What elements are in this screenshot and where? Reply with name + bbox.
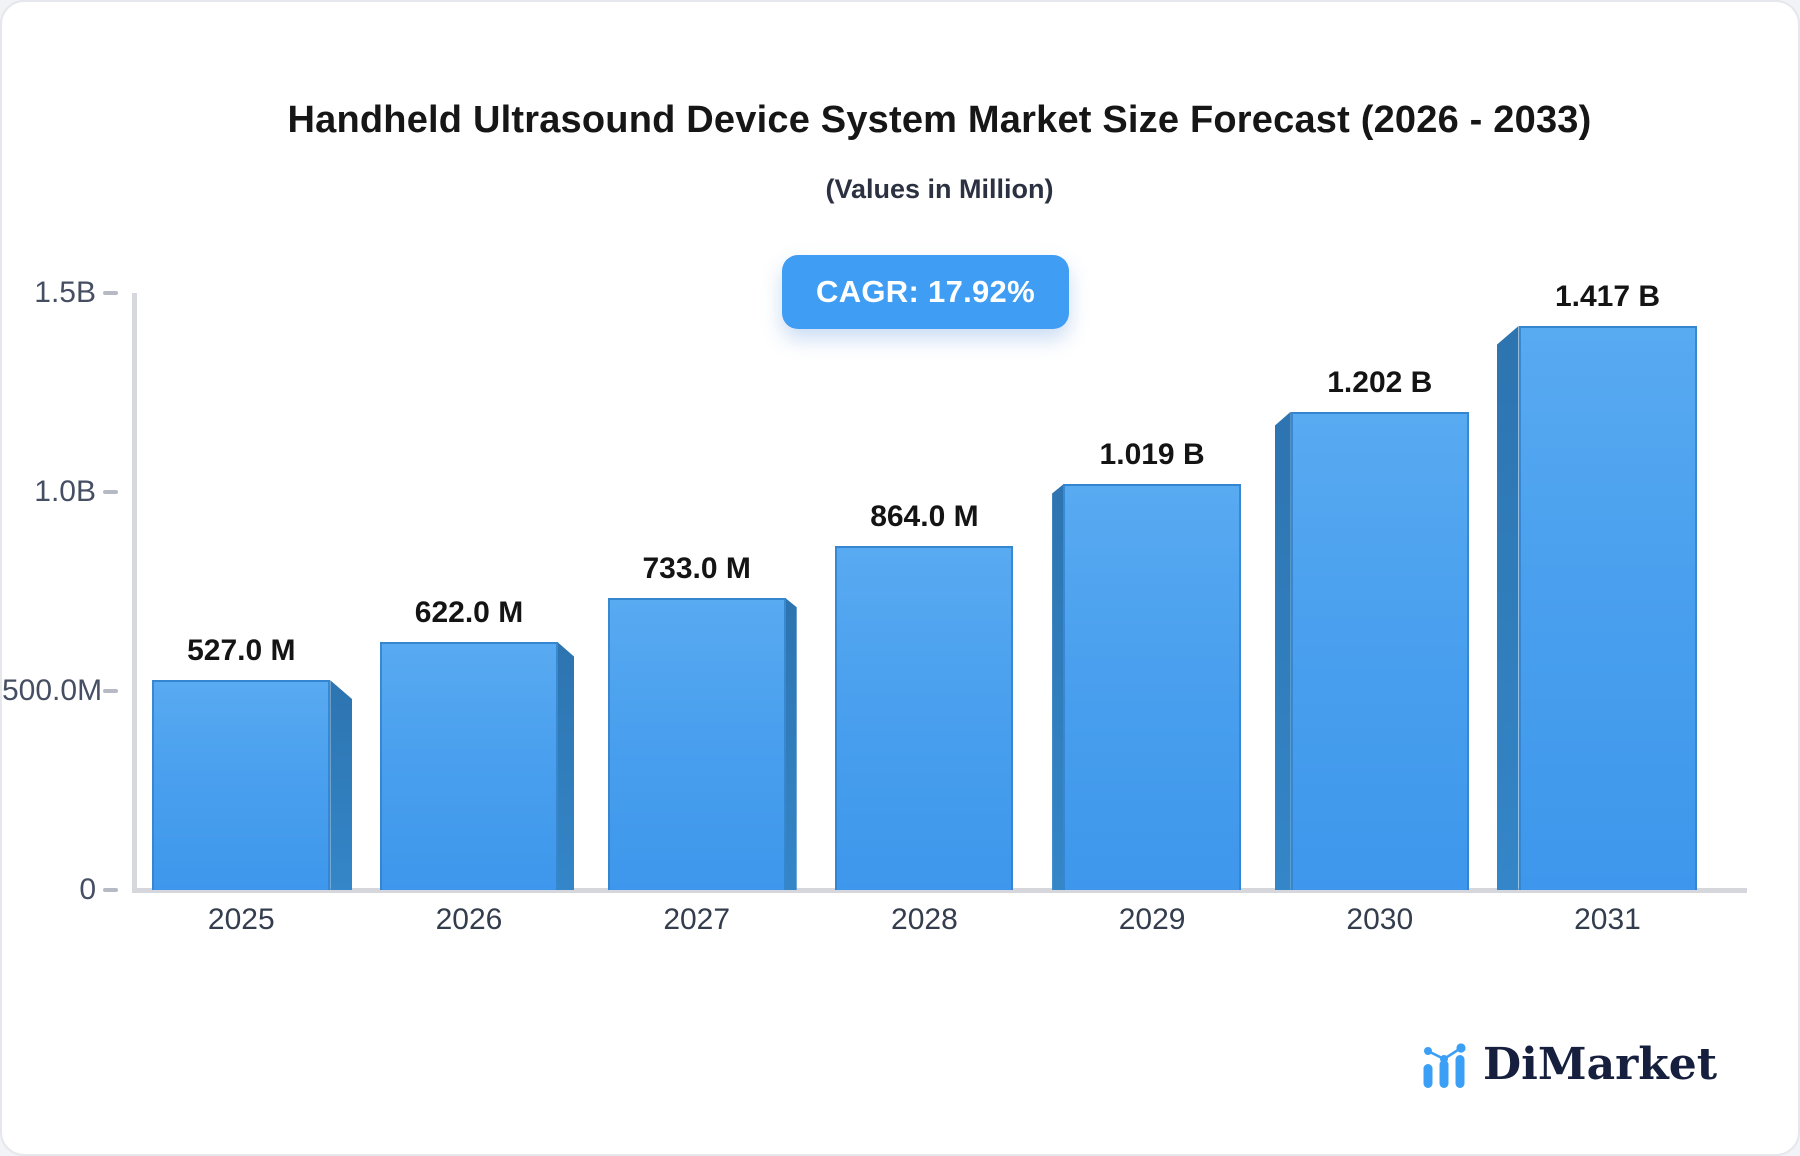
y-tick-label: 0 bbox=[79, 873, 96, 906]
value-label-2029: 1.019 B bbox=[1099, 438, 1205, 472]
y-tick-label: 1.5B bbox=[34, 276, 96, 309]
value-label-2028: 864.0 M bbox=[870, 500, 979, 534]
bar-2030 bbox=[1290, 411, 1469, 890]
value-label-2027: 733.0 M bbox=[642, 552, 751, 586]
y-axis-line bbox=[132, 293, 137, 893]
chart-title: Handheld Ultrasound Device System Market… bbox=[287, 99, 1592, 141]
brand-logo: DiMarket bbox=[1422, 1042, 1717, 1088]
y-tick-mark bbox=[103, 888, 118, 892]
bar-side-face-2029 bbox=[1052, 484, 1064, 890]
y-tick-mark bbox=[103, 689, 118, 693]
bar-side-face-2030 bbox=[1274, 411, 1291, 890]
x-tick-label-2027: 2027 bbox=[663, 903, 731, 936]
bar-2027 bbox=[607, 598, 786, 890]
bar-2026 bbox=[380, 642, 558, 890]
cagr-badge: CAGR: 17.92% bbox=[782, 255, 1069, 329]
y-tick-mark bbox=[103, 490, 118, 494]
bar-2031 bbox=[1518, 326, 1697, 890]
bar-side-face-2025 bbox=[330, 680, 353, 890]
bar-side-face-2026 bbox=[558, 642, 574, 890]
cagr-badge-label: CAGR: 17.92% bbox=[816, 274, 1035, 309]
bar-side-face-2031 bbox=[1496, 326, 1519, 890]
value-label-2030: 1.202 B bbox=[1327, 365, 1433, 399]
bar-2028 bbox=[835, 546, 1014, 890]
x-tick-label-2026: 2026 bbox=[435, 903, 503, 936]
y-tick-label: 1.0B bbox=[34, 475, 96, 508]
x-tick-label-2030: 2030 bbox=[1346, 903, 1414, 936]
brand-name: DiMarket bbox=[1483, 1039, 1718, 1090]
x-tick-label-2029: 2029 bbox=[1118, 903, 1186, 936]
chart-subtitle: (Values in Million) bbox=[825, 174, 1054, 204]
x-tick-label-2031: 2031 bbox=[1574, 903, 1641, 936]
x-tick-label-2025: 2025 bbox=[207, 903, 275, 936]
y-tick-label: 500.0M bbox=[2, 674, 103, 707]
value-label-2031: 1.417 B bbox=[1554, 280, 1661, 314]
bar-2029 bbox=[1063, 484, 1242, 890]
bar-2025 bbox=[152, 680, 331, 890]
value-label-2026: 622.0 M bbox=[414, 596, 524, 630]
x-axis-line bbox=[132, 888, 1747, 893]
value-label-2025: 527.0 M bbox=[187, 634, 296, 668]
bar-side-face-2027 bbox=[785, 598, 797, 890]
y-tick-mark bbox=[103, 291, 118, 295]
bar-chart-icon bbox=[1423, 1043, 1466, 1088]
x-tick-label-2028: 2028 bbox=[891, 903, 958, 936]
